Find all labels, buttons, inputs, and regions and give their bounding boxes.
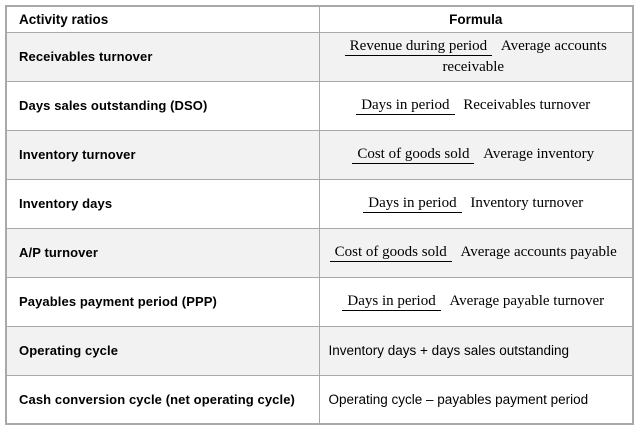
formula-cell: Inventory days + days sales outstanding xyxy=(318,325,634,376)
activity-ratio-label: Payables payment period (PPP) xyxy=(5,276,320,327)
table-row: Cash conversion cycle (net operating cyc… xyxy=(5,374,634,425)
activity-ratio-label: Cash conversion cycle (net operating cyc… xyxy=(5,374,320,425)
table-row: Inventory days Days in period Inventory … xyxy=(5,178,634,229)
table-row: Inventory turnover Cost of goods sold Av… xyxy=(5,129,634,180)
fraction-numerator: Cost of goods sold xyxy=(329,244,452,263)
formula-fraction: Days in period Average payable turnover xyxy=(342,291,609,312)
fraction-numerator: Revenue during period xyxy=(344,38,493,57)
formula-text: Operating cycle – payables payment perio… xyxy=(328,391,589,407)
activity-ratio-label: Inventory turnover xyxy=(5,129,320,180)
activity-ratio-label: Inventory days xyxy=(5,178,320,229)
fraction-denominator: Average payable turnover xyxy=(449,293,605,310)
table-row: A/P turnover Cost of goods sold Average … xyxy=(5,227,634,278)
fraction-numerator: Cost of goods sold xyxy=(352,146,475,165)
activity-ratio-label: A/P turnover xyxy=(5,227,320,278)
activity-ratios-table: Activity ratios Formula Receivables turn… xyxy=(5,5,634,425)
formula-fraction: Cost of goods sold Average inventory xyxy=(352,144,599,165)
activity-ratio-label: Days sales outstanding (DSO) xyxy=(5,80,320,131)
formula-text: Inventory days + days sales outstanding xyxy=(328,343,570,358)
fraction-numerator: Days in period xyxy=(342,293,441,312)
table-row: Operating cycle Inventory days + days sa… xyxy=(5,325,634,376)
formula-fraction: Revenue during period Average accounts r… xyxy=(320,36,632,77)
header-formula: Formula xyxy=(318,5,634,33)
fraction-denominator: Average accounts payable xyxy=(460,244,617,261)
fraction-numerator: Days in period xyxy=(356,97,455,116)
fraction-numerator: Days in period xyxy=(363,195,462,214)
formula-fraction: Days in period Inventory turnover xyxy=(363,193,588,214)
table-row: Receivables turnover Revenue during peri… xyxy=(5,31,634,82)
formula-fraction: Cost of goods sold Average accounts paya… xyxy=(329,242,622,263)
fraction-denominator: Average inventory xyxy=(483,146,595,163)
formula-cell: Days in period Receivables turnover xyxy=(318,80,634,131)
fraction-denominator: Average accounts receivable xyxy=(442,38,607,75)
formula-cell: Revenue during period Average accounts r… xyxy=(318,31,634,82)
formula-fraction: Days in period Receivables turnover xyxy=(356,95,595,116)
activity-ratio-label: Operating cycle xyxy=(5,325,320,376)
header-activity-ratios: Activity ratios xyxy=(5,5,320,33)
activity-ratio-label: Receivables turnover xyxy=(5,31,320,82)
table-row: Days sales outstanding (DSO) Days in per… xyxy=(5,80,634,131)
table-row: Payables payment period (PPP) Days in pe… xyxy=(5,276,634,327)
formula-cell: Cost of goods sold Average inventory xyxy=(318,129,634,180)
formula-cell: Operating cycle – payables payment perio… xyxy=(318,374,634,425)
formula-cell: Days in period Inventory turnover xyxy=(318,178,634,229)
header-row: Activity ratios Formula xyxy=(5,5,634,33)
formula-cell: Cost of goods sold Average accounts paya… xyxy=(318,227,634,278)
formula-cell: Days in period Average payable turnover xyxy=(318,276,634,327)
fraction-denominator: Receivables turnover xyxy=(463,97,591,114)
fraction-denominator: Inventory turnover xyxy=(470,195,584,212)
